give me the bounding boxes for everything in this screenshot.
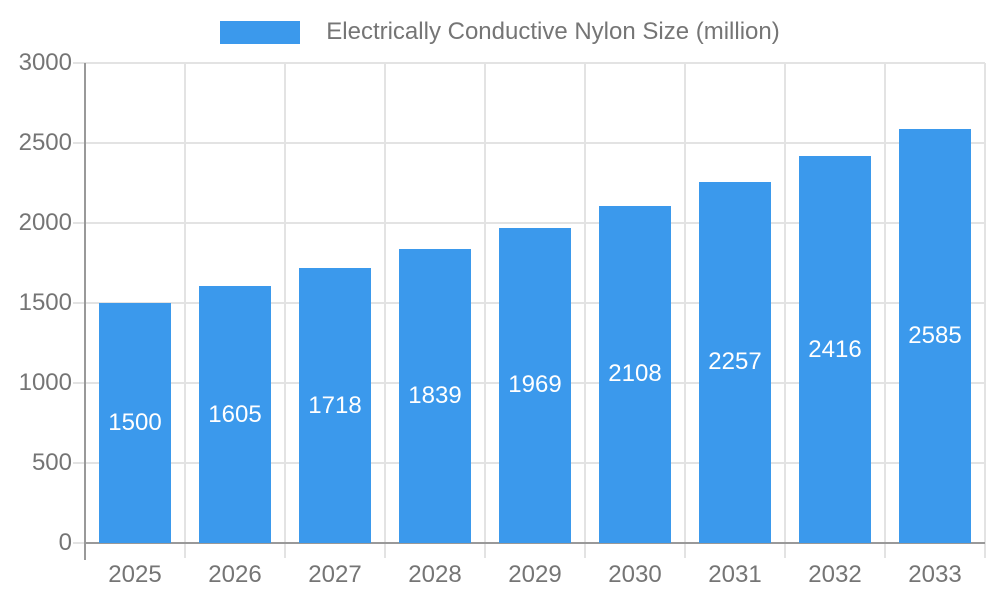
legend[interactable]: Electrically Conductive Nylon Size (mill… <box>0 14 1000 50</box>
gridline-vertical <box>184 63 186 543</box>
bar-value-label: 1839 <box>408 381 462 409</box>
y-axis-tick <box>73 222 85 224</box>
gridline-vertical <box>484 63 486 543</box>
y-axis-tick-label: 1000 <box>18 369 72 396</box>
y-axis-tick <box>73 62 85 64</box>
gridline-vertical <box>784 63 786 543</box>
bar-2026[interactable] <box>199 286 271 543</box>
bar-2025[interactable] <box>99 303 171 543</box>
bar-2033[interactable] <box>899 129 971 543</box>
x-axis-tick-label: 2032 <box>808 561 862 588</box>
bar-2027[interactable] <box>299 268 371 543</box>
y-axis-line <box>84 63 86 560</box>
bar-value-label: 2416 <box>808 335 862 363</box>
x-axis-tick <box>784 543 786 558</box>
y-axis-tick-label: 1500 <box>18 289 72 316</box>
y-axis-tick <box>73 462 85 464</box>
x-axis-tick-label: 2031 <box>708 561 762 588</box>
y-axis-tick-label: 3000 <box>18 49 72 76</box>
x-axis-line <box>85 542 985 544</box>
y-axis-tick-label: 2000 <box>18 209 72 236</box>
x-axis-tick <box>484 543 486 558</box>
x-axis-tick-label: 2025 <box>108 561 162 588</box>
bar-2029[interactable] <box>499 227 571 543</box>
bar-value-label: 2108 <box>608 360 662 388</box>
bar-2031[interactable] <box>699 181 771 543</box>
bar-value-label: 1605 <box>208 400 262 428</box>
gridline-horizontal <box>85 222 985 224</box>
y-axis-tick <box>73 382 85 384</box>
x-axis-tick <box>684 543 686 558</box>
x-axis-tick <box>184 543 186 558</box>
x-axis-tick <box>884 543 886 558</box>
gridline-vertical <box>684 63 686 543</box>
bar-value-label: 1969 <box>508 371 562 399</box>
y-axis-tick <box>73 142 85 144</box>
x-axis-tick <box>584 543 586 558</box>
x-axis-tick-label: 2028 <box>408 561 462 588</box>
gridline-horizontal <box>85 142 985 144</box>
x-axis-tick <box>384 543 386 558</box>
bar-2032[interactable] <box>799 156 871 543</box>
y-axis-tick <box>73 542 85 544</box>
bar-value-label: 2585 <box>908 322 962 350</box>
x-axis-tick-label: 2029 <box>508 561 562 588</box>
bar-value-label: 1718 <box>308 391 362 419</box>
bar-value-label: 2257 <box>708 348 762 376</box>
y-axis-tick-label: 2500 <box>18 129 72 156</box>
x-axis-tick <box>284 543 286 558</box>
gridline-vertical <box>984 63 986 543</box>
y-axis-tick <box>73 302 85 304</box>
y-axis-tick-label: 500 <box>31 449 72 476</box>
legend-label: Electrically Conductive Nylon Size (mill… <box>326 18 780 45</box>
gridline-vertical <box>584 63 586 543</box>
y-axis-tick-label: 0 <box>58 529 72 556</box>
x-axis-tick-label: 2033 <box>908 561 962 588</box>
x-axis-tick-label: 2030 <box>608 561 662 588</box>
x-axis-tick-label: 2026 <box>208 561 262 588</box>
bar-2028[interactable] <box>399 248 471 543</box>
gridline-horizontal <box>85 62 985 64</box>
bar-2030[interactable] <box>599 205 671 543</box>
gridline-vertical <box>884 63 886 543</box>
legend-swatch <box>220 20 301 44</box>
gridline-vertical <box>384 63 386 543</box>
gridline-vertical <box>284 63 286 543</box>
x-axis-tick-label: 2027 <box>308 561 362 588</box>
bar-value-label: 1500 <box>108 409 162 436</box>
x-axis-tick <box>984 543 986 558</box>
